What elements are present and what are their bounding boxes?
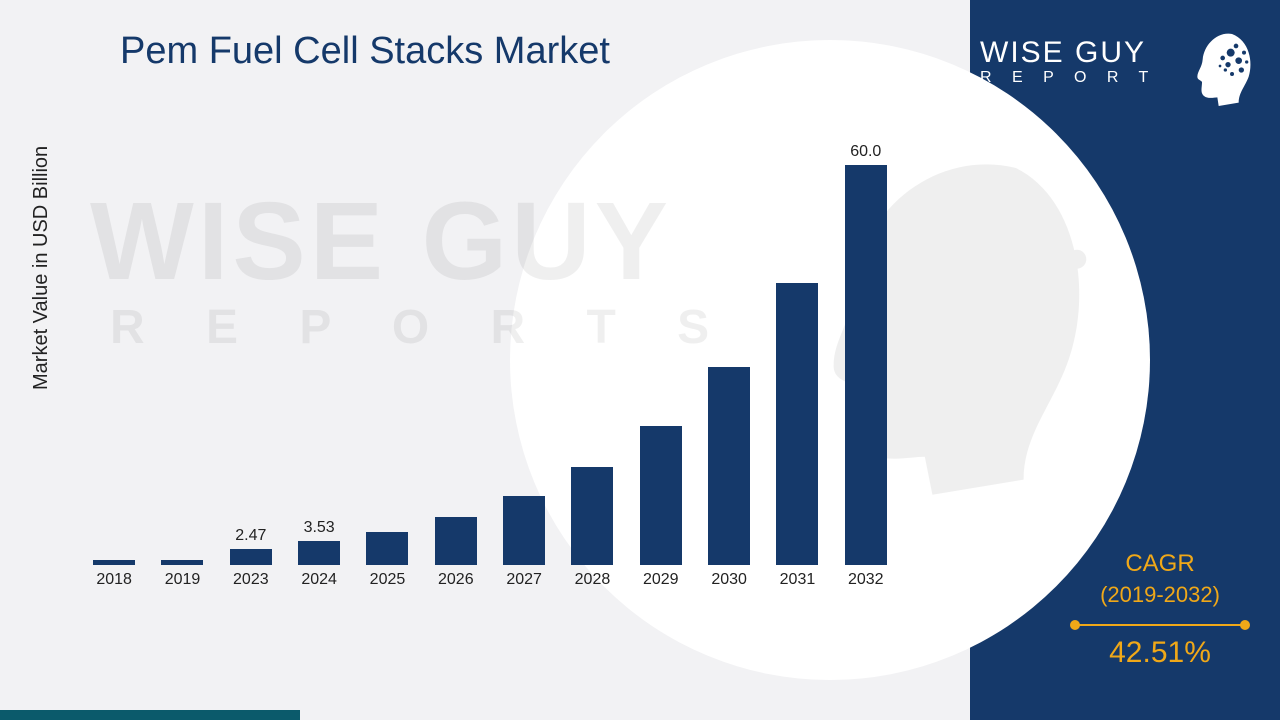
x-tick-label: 2032 [836, 571, 896, 595]
bar-group [357, 510, 417, 565]
cagr-value: 42.51% [1060, 636, 1260, 670]
cagr-range: (2019-2032) [1060, 582, 1260, 608]
bar-group: 3.53 [289, 519, 349, 565]
x-tick-label: 2030 [699, 571, 759, 595]
bar-group: 60.0 [836, 143, 896, 565]
bar-group [84, 538, 144, 565]
bar-group [562, 445, 622, 565]
bar [435, 517, 477, 565]
y-axis-label: Market Value in USD Billion [30, 146, 53, 390]
logo-line2: R E P O R T S [980, 70, 1183, 102]
x-tick-label: 2029 [631, 571, 691, 595]
x-tick-label: 2018 [84, 571, 144, 595]
chart-title: Pem Fuel Cell Stacks Market [120, 30, 610, 73]
bar-value-label: 3.53 [304, 519, 335, 537]
x-tick-label: 2026 [426, 571, 486, 595]
bar-group [426, 495, 486, 565]
bars-container: 2.473.5360.0 [80, 165, 900, 565]
bar [93, 560, 135, 565]
cagr-title: CAGR [1060, 550, 1260, 578]
bar [230, 549, 272, 565]
bar [503, 496, 545, 565]
bar-value-label: 60.0 [850, 143, 881, 161]
head-silhouette-icon [1191, 30, 1260, 110]
logo-line1: WISE GUY [980, 38, 1183, 68]
x-tick-label: 2031 [767, 571, 827, 595]
bar [161, 560, 203, 565]
bar [708, 367, 750, 565]
bar-group [699, 345, 759, 565]
bar-group: 2.47 [221, 527, 281, 565]
cagr-divider [1075, 624, 1245, 626]
bar [366, 532, 408, 565]
x-tick-label: 2025 [357, 571, 417, 595]
x-axis-labels: 2018 2019 2023 2024 2025 2026 2027 2028 2029 2030… [80, 571, 900, 595]
bar [845, 165, 887, 565]
bar-group [152, 538, 212, 565]
bar [776, 283, 818, 565]
bar [571, 467, 613, 565]
x-tick-label: 2024 [289, 571, 349, 595]
x-tick-label: 2027 [494, 571, 554, 595]
x-tick-label: 2028 [562, 571, 622, 595]
bottom-accent-strip [0, 710, 300, 720]
bar-value-label: 2.47 [235, 527, 266, 545]
x-tick-label: 2019 [152, 571, 212, 595]
cagr-block: CAGR (2019-2032) 42.51% [1060, 550, 1260, 670]
bar [298, 541, 340, 565]
bar-group [631, 404, 691, 565]
bar-group [494, 474, 554, 565]
bar-chart: 2.473.5360.0 201820192023202420252026202… [80, 165, 900, 595]
brand-logo: WISE GUY R E P O R T S [980, 20, 1260, 120]
x-tick-label: 2023 [221, 571, 281, 595]
bar-group [767, 261, 827, 565]
bar [640, 426, 682, 565]
